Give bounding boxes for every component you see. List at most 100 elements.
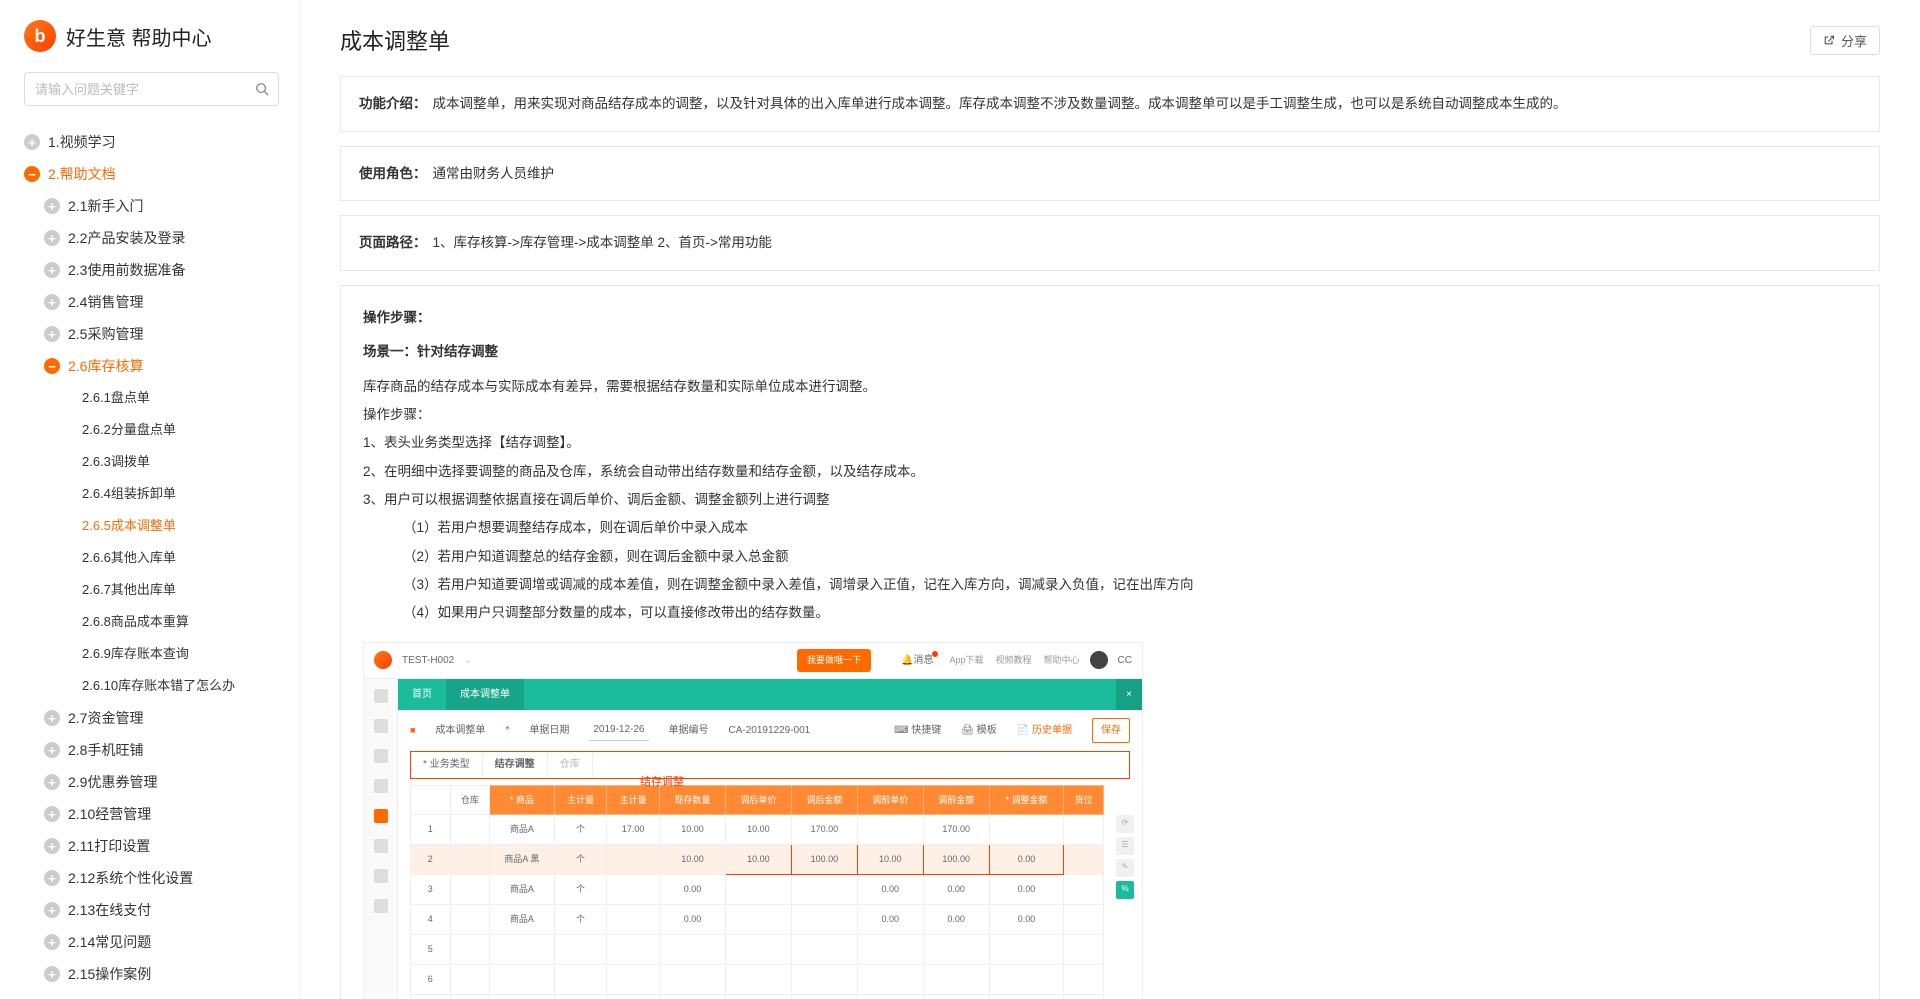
nav-label: 2.9优惠券管理	[68, 766, 157, 798]
sidebar: b 好生意 帮助中心 +1.视频学习−2.帮助文档+2.1新手入门+2.2产品安…	[0, 0, 300, 999]
nav-item[interactable]: +2.2产品安装及登录	[24, 222, 279, 254]
mock-app1: App下载	[950, 651, 984, 670]
plus-icon: +	[44, 838, 60, 854]
mock-doctype: 成本调整单	[435, 720, 485, 741]
step-1: 1、表头业务类型选择【结存调整】。	[363, 429, 1857, 457]
nav-label: 2.6.10库存账本错了怎么办	[82, 670, 235, 702]
mock-tabs: 首页 成本调整单 ×	[398, 679, 1142, 710]
plus-icon: +	[44, 774, 60, 790]
nav-item[interactable]: +2.7资金管理	[24, 702, 279, 734]
nav-item[interactable]: 2.6.9库存账本查询	[24, 638, 279, 670]
plus-icon: +	[44, 806, 60, 822]
mock-app3: 帮助中心	[1044, 651, 1080, 670]
nav-item[interactable]: −2.帮助文档	[24, 158, 279, 190]
mock-filter-row: * 业务类型 结存调整 仓库	[410, 751, 1130, 779]
mock-filter-type-val: 结存调整	[483, 752, 548, 778]
mock-msg: 消息	[914, 655, 934, 666]
mock-code: CA-20191229-001	[729, 720, 811, 741]
nav-item[interactable]: 2.6.3调拨单	[24, 446, 279, 478]
mock-leftnav	[364, 679, 398, 999]
nav-item[interactable]: 2.6.6其他入库单	[24, 542, 279, 574]
nav-label: 2.6.1盘点单	[82, 382, 150, 414]
share-icon	[1823, 34, 1835, 46]
nav-item[interactable]: +2.12系统个性化设置	[24, 862, 279, 894]
nav-item[interactable]: +2.13在线支付	[24, 894, 279, 926]
nav-label: 2.6.5成本调整单	[82, 510, 176, 542]
mock-logo	[374, 651, 392, 669]
nav-item[interactable]: 2.6.8商品成本重算	[24, 606, 279, 638]
nav-item[interactable]: 2.6.10库存账本错了怎么办	[24, 670, 279, 702]
nav-item[interactable]: 2.6.5成本调整单	[24, 510, 279, 542]
mock-code-lbl: 单据编号	[669, 720, 709, 741]
brand-title: 好生意 帮助中心	[66, 22, 212, 51]
nav-item[interactable]: 2.6.7其他出库单	[24, 574, 279, 606]
nav-item[interactable]: +2.11打印设置	[24, 830, 279, 862]
nav-label: 2.6.4组装拆卸单	[82, 478, 176, 510]
nav-item[interactable]: +1.视频学习	[24, 126, 279, 158]
nav-label: 2.6.6其他入库单	[82, 542, 176, 574]
mock-app2: 视频教程	[996, 651, 1032, 670]
nav-label: 2.6.3调拨单	[82, 446, 150, 478]
nav-label: 2.8手机旺铺	[68, 734, 143, 766]
path-text: 1、库存核算->库存管理->成本调整单 2、首页->常用功能	[433, 235, 772, 250]
step-3: 3、用户可以根据调整依据直接在调后单价、调后金额、调整金额列上进行调整	[363, 486, 1857, 514]
scene1-desc: 库存商品的结存成本与实际成本有差异，需要根据结存数量和实际单位成本进行调整。	[363, 373, 1857, 401]
nav-item[interactable]: +2.15操作案例	[24, 958, 279, 990]
share-button[interactable]: 分享	[1810, 26, 1880, 55]
plus-icon: +	[24, 134, 40, 150]
nav-label: 2.13在线支付	[68, 894, 151, 926]
step-3d: （4）如果用户只调整部分数量的成本，可以直接修改带出的结存数量。	[363, 599, 1857, 627]
step-2: 2、在明细中选择要调整的商品及仓库，系统会自动带出结存数量和结存金额，以及结存成…	[363, 458, 1857, 486]
nav-item[interactable]: +2.10经营管理	[24, 798, 279, 830]
nav-label: 2.3使用前数据准备	[68, 254, 185, 286]
page-title: 成本调整单	[340, 24, 450, 56]
search-input[interactable]	[24, 72, 279, 106]
nav-item[interactable]: +2.14常见问题	[24, 926, 279, 958]
nav-label: 1.视频学习	[48, 126, 116, 158]
search-icon	[255, 82, 269, 96]
plus-icon: +	[44, 710, 60, 726]
plus-icon: +	[44, 870, 60, 886]
mock-primary-btn: 我要做哦一下	[797, 649, 871, 672]
nav-label: 2.11打印设置	[68, 830, 150, 862]
nav-item[interactable]: 2.6.1盘点单	[24, 382, 279, 414]
nav-item[interactable]: −2.6库存核算	[24, 350, 279, 382]
step-3b: （2）若用户知道调整总的结存金额，则在调后金额中录入总金额	[363, 543, 1857, 571]
nav-item[interactable]: +2.3使用前数据准备	[24, 254, 279, 286]
mock-tab-home: 首页	[398, 679, 446, 710]
embedded-screenshot: TEST-H002 ⌄ 我要做哦一下 🔔消息 App下载 视频教程 帮助中心 C…	[363, 642, 1143, 999]
nav-item[interactable]: +2.5采购管理	[24, 318, 279, 350]
mock-filter-wh: 仓库	[548, 752, 593, 778]
nav-tree: +1.视频学习−2.帮助文档+2.1新手入门+2.2产品安装及登录+2.3使用前…	[24, 126, 279, 990]
nav-label: 2.6.9库存账本查询	[82, 638, 189, 670]
nav-item[interactable]: +2.9优惠券管理	[24, 766, 279, 798]
mock-user: CC	[1118, 650, 1132, 671]
step-3c: （3）若用户知道要调增或调减的成本差值，则在调整金额中录入差值，调增录入正值，记…	[363, 571, 1857, 599]
nav-item[interactable]: +2.4销售管理	[24, 286, 279, 318]
mock-annotation-top: 结存调整	[640, 771, 684, 794]
path-label: 页面路径：	[359, 235, 427, 250]
role-text: 通常由财务人员维护	[433, 166, 555, 181]
share-label: 分享	[1841, 31, 1867, 50]
nav-label: 2.1新手入门	[68, 190, 143, 222]
nav-label: 2.7资金管理	[68, 702, 143, 734]
nav-item[interactable]: 2.6.2分量盘点单	[24, 414, 279, 446]
plus-icon: +	[44, 902, 60, 918]
nav-label: 2.6.7其他出库单	[82, 574, 176, 606]
nav-label: 2.6.2分量盘点单	[82, 414, 176, 446]
mock-avatar	[1090, 651, 1108, 669]
nav-label: 2.10经营管理	[68, 798, 151, 830]
nav-label: 2.6库存核算	[68, 350, 143, 382]
nav-label: 2.12系统个性化设置	[68, 862, 193, 894]
nav-item[interactable]: +2.1新手入门	[24, 190, 279, 222]
plus-icon: +	[44, 230, 60, 246]
nav-item[interactable]: 2.6.4组装拆卸单	[24, 478, 279, 510]
brand-logo: b	[24, 20, 56, 52]
nav-label: 2.帮助文档	[48, 158, 116, 190]
mock-table: 仓库* 商品主计量主计量现存数量调后单价调后金额调前单价调前金额* 调整金额货位…	[410, 785, 1104, 999]
mock-topbar: TEST-H002 ⌄ 我要做哦一下 🔔消息 App下载 视频教程 帮助中心 C…	[364, 643, 1142, 679]
plus-icon: +	[44, 966, 60, 982]
nav-item[interactable]: +2.8手机旺铺	[24, 734, 279, 766]
path-box: 页面路径： 1、库存核算->库存管理->成本调整单 2、首页->常用功能	[340, 215, 1880, 271]
nav-label: 2.15操作案例	[68, 958, 151, 990]
